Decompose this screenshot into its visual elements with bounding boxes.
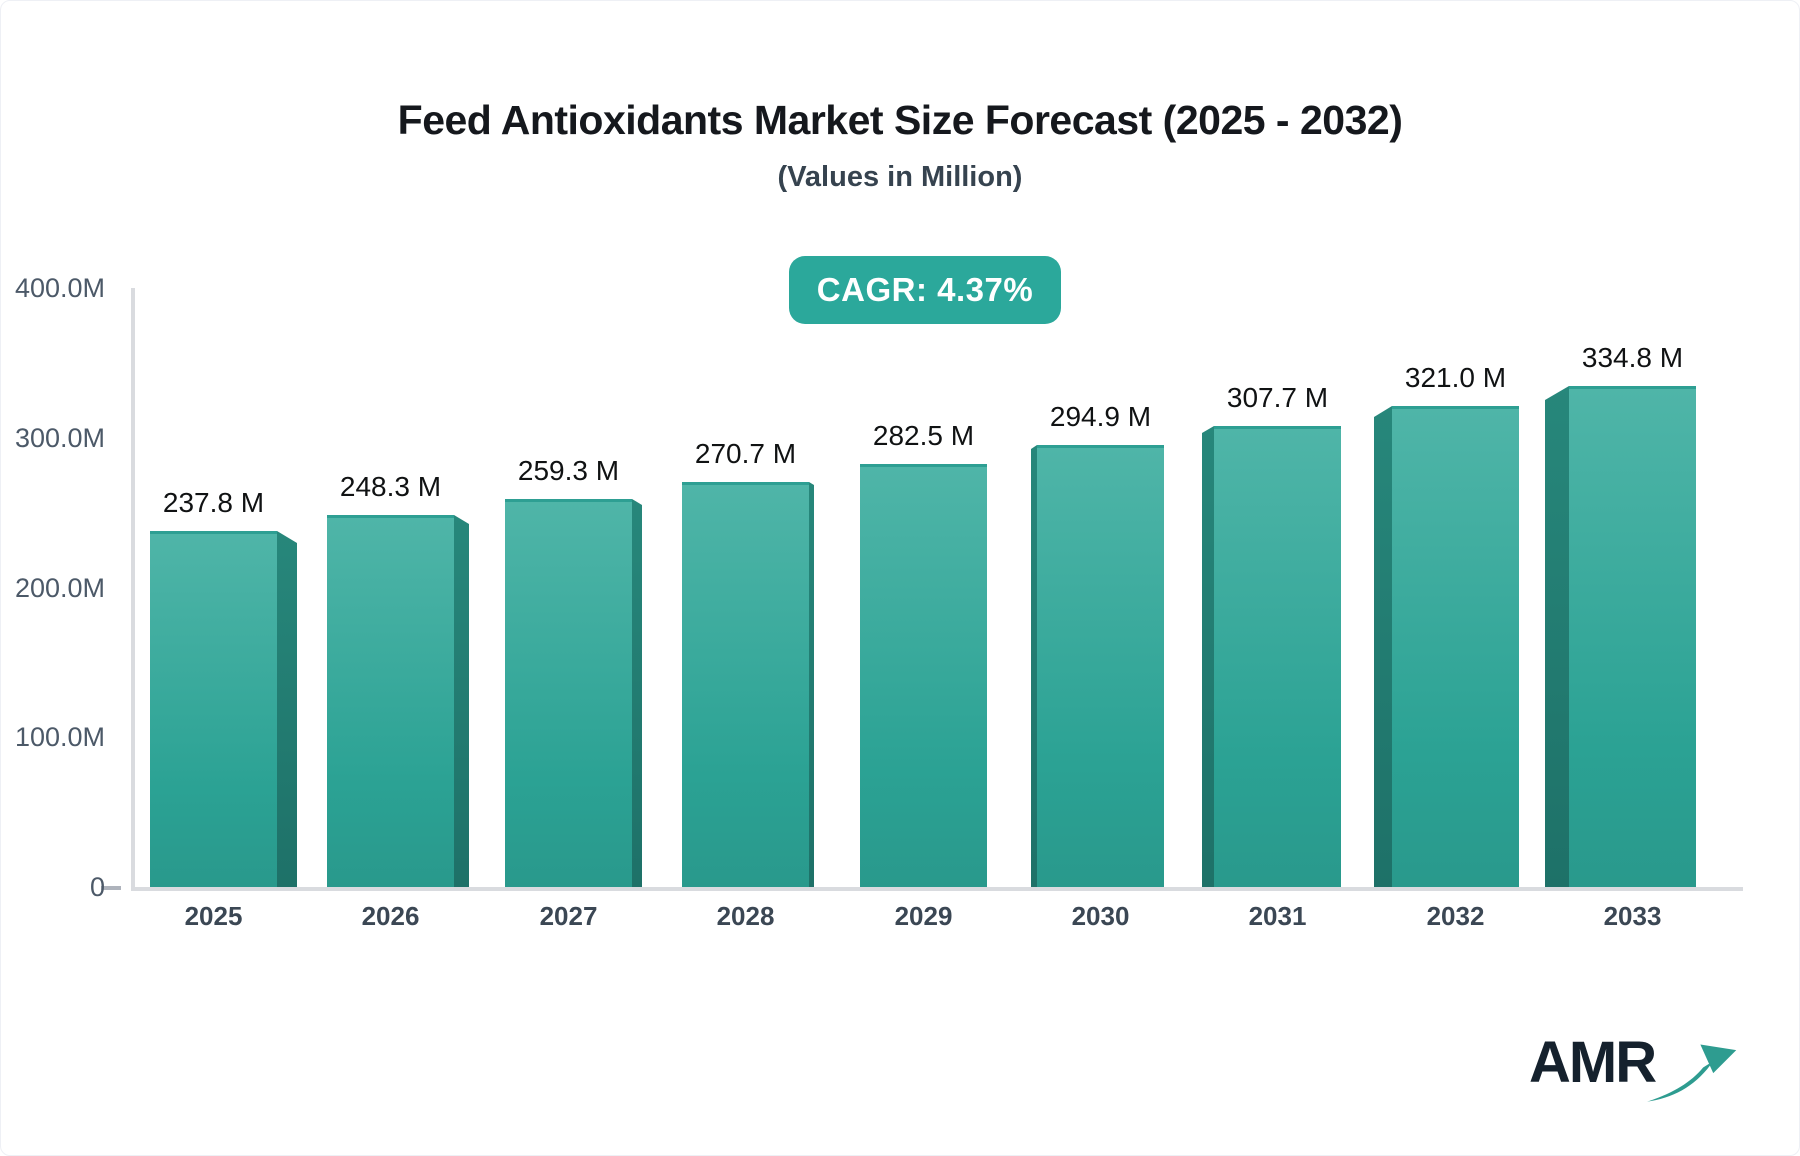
chart-title: Feed Antioxidants Market Size Forecast (… [397,97,1403,143]
bar-2026 [327,515,454,887]
bar-value-label: 248.3 M [339,471,442,502]
growth-arrow-icon [1647,1044,1737,1102]
y-axis-tick-label: 0 [89,872,105,902]
bar-2029 [860,464,987,887]
zero-tick-mark [101,886,121,890]
bar-value-label: 307.7 M [1226,382,1329,413]
y-axis-line [131,288,135,891]
bar-value-label: 321.0 M [1404,362,1507,393]
cagr-badge-label: CAGR: 4.37% [816,271,1034,308]
bar-side-face [454,515,469,887]
y-axis-tick-label: 200.0M [14,573,105,603]
x-axis-label: 2030 [1071,901,1130,931]
bar-2030 [1037,445,1164,887]
bar-side-face [1031,445,1037,887]
bar-side-face [809,482,814,887]
bar-value-label: 294.9 M [1049,401,1152,432]
x-axis-label: 2031 [1248,901,1307,931]
bar-side-face [1374,406,1392,887]
bar-side-face [1202,426,1214,887]
x-axis-label: 2029 [894,901,953,931]
y-axis-tick-label: 300.0M [14,423,105,453]
bar-2025 [150,531,277,887]
bar-side-face [1545,386,1569,887]
x-axis-label: 2033 [1603,901,1662,931]
bar-value-label: 237.8 M [162,487,265,518]
cagr-badge: CAGR: 4.37% [789,256,1061,324]
bar-value-label: 270.7 M [694,438,797,469]
bar-2032 [1392,406,1519,887]
amr-logo: AMR [1529,1031,1739,1109]
bar-2027 [505,499,632,887]
bar-2033 [1569,386,1696,887]
bar-value-label: 282.5 M [872,420,975,451]
x-axis-label: 2028 [716,901,775,931]
amr-logo-text: AMR [1529,1030,1657,1095]
y-axis-tick-label: 100.0M [14,722,105,752]
bar-2031 [1214,426,1341,887]
chart-subtitle: (Values in Million) [777,161,1023,193]
y-axis-tick-label: 400.0M [14,273,105,303]
x-axis-line [131,887,1743,891]
bar-value-label: 259.3 M [517,455,620,486]
bar-side-face [632,499,642,887]
x-axis-label: 2027 [539,901,598,931]
bar-value-label: 334.8 M [1581,342,1684,373]
x-axis-label: 2032 [1426,901,1485,931]
bar-2028 [682,482,809,887]
bar-side-face [277,531,297,887]
x-axis-label: 2025 [184,901,243,931]
x-axis-label: 2026 [361,901,420,931]
